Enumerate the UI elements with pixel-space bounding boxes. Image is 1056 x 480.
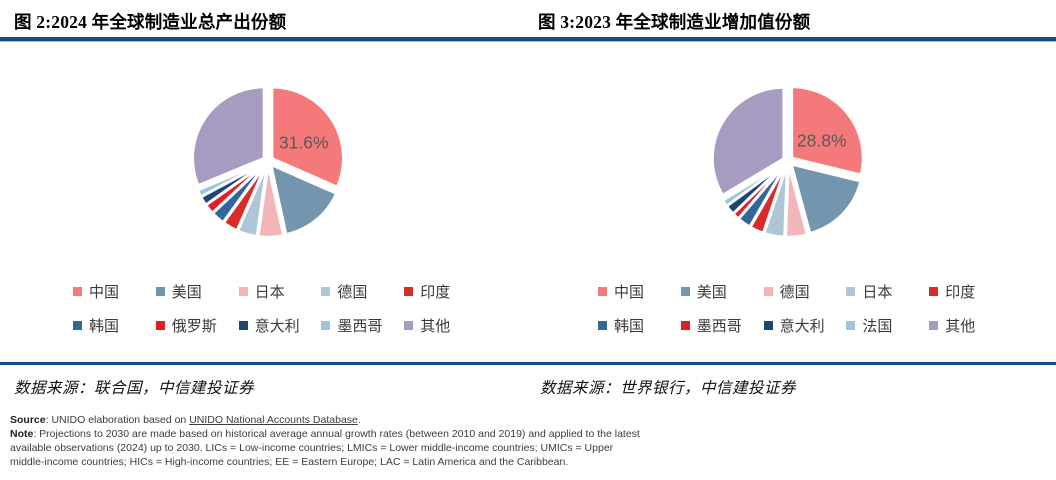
legend-swatch-icon (155, 320, 165, 330)
chart-title-left: 图 2:2024 年全球制造业总产出份额 (14, 12, 287, 32)
pie-slice-其他 (711, 86, 785, 197)
legend-item-印度: 印度 (914, 274, 997, 308)
legend-swatch-icon (763, 286, 773, 296)
legend-item-中国: 中国 (58, 274, 141, 308)
legend-swatch-icon (929, 286, 939, 296)
legend-label: 印度 (945, 284, 976, 301)
data-source-left: 数据来源：联合国，中信建投证券 (14, 380, 255, 397)
legend-right: 中国 美国 德国 日本 印度韩国 墨西哥 意大利 法国 其他 (583, 274, 997, 342)
legend-label: 德国 (779, 284, 810, 301)
legend-swatch-icon (846, 286, 856, 296)
legend-swatch-icon (846, 320, 856, 330)
pie-slice-中国 (270, 86, 345, 189)
legend-item-其他: 其他 (389, 308, 472, 342)
footnote-source-link: UNIDO National Accounts Database (189, 414, 358, 426)
legend-label: 德国 (337, 284, 368, 301)
legend-item-印度: 印度 (389, 274, 472, 308)
legend-label: 美国 (171, 284, 202, 301)
footnote-note-label: Note (10, 427, 34, 440)
legend-swatch-icon (680, 320, 690, 330)
pie-slice-美国 (269, 163, 338, 236)
legend-label: 意大利 (254, 318, 300, 335)
legend-item-中国: 中国 (583, 274, 666, 308)
pie-slice-墨西哥 (196, 161, 265, 198)
legend-swatch-icon (598, 286, 607, 296)
data-source-right: 数据来源：世界银行，中信建投证券 (540, 380, 797, 397)
legend-item-法国: 法国 (831, 308, 914, 342)
legend-swatch-icon (680, 286, 690, 296)
pie-chart-2024-output-share: 31.6% (191, 86, 345, 239)
pie-data-label: 28.8% (797, 131, 847, 151)
legend-left: 中国 美国 日本 德国 印度韩国 俄罗斯 意大利 墨西哥 其他 (58, 274, 472, 342)
legend-label: 中国 (89, 284, 120, 301)
legend-swatch-icon (321, 286, 331, 296)
legend-label: 俄罗斯 (171, 318, 217, 335)
legend-item-日本: 日本 (224, 274, 307, 308)
pie-slice-德国 (236, 164, 268, 238)
legend-label: 其他 (945, 318, 976, 335)
legend-swatch-icon (404, 320, 414, 330)
pie-slice-德国 (784, 164, 809, 239)
legend-item-意大利: 意大利 (749, 308, 832, 342)
legend-item-墨西哥: 墨西哥 (306, 308, 389, 342)
pie-data-label: 31.6% (279, 133, 329, 153)
chart-title-right: 图 3:2023 年全球制造业增加值份额 (538, 12, 811, 32)
legend-swatch-icon (763, 320, 773, 330)
legend-item-美国: 美国 (141, 274, 224, 308)
pie-chart-2023-value-added-share: 28.8% (711, 85, 865, 239)
footnote-source-suffix: . (357, 414, 361, 426)
footnote: Source: UNIDO elaboration based on UNIDO… (10, 414, 642, 470)
legend-item-德国: 德国 (749, 274, 832, 308)
legend-label: 墨西哥 (696, 318, 742, 335)
legend-swatch-icon (73, 320, 82, 330)
legend-item-德国: 德国 (306, 274, 389, 308)
legend-label: 其他 (420, 318, 451, 335)
legend-swatch-icon (73, 286, 82, 296)
legend-item-墨西哥: 墨西哥 (666, 308, 749, 342)
legend-label: 法国 (862, 318, 893, 335)
footnote-source-label: Source (10, 414, 46, 426)
legend-item-韩国: 韩国 (58, 308, 141, 342)
legend-label: 美国 (696, 284, 727, 301)
legend-swatch-icon (404, 286, 414, 296)
legend-item-韩国: 韩国 (583, 308, 666, 342)
pie-slice-日本 (257, 164, 285, 239)
legend-label: 墨西哥 (337, 318, 383, 335)
legend-swatch-icon (598, 320, 607, 330)
legend-item-美国: 美国 (666, 274, 749, 308)
pie-slice-美国 (790, 163, 862, 235)
pie-slice-法国 (721, 162, 786, 208)
footnote-note-text: : Projections to 2030 are made based on … (10, 427, 640, 468)
legend-item-意大利: 意大利 (224, 308, 307, 342)
legend-swatch-icon (929, 320, 939, 330)
legend-swatch-icon (155, 286, 165, 296)
legend-swatch-icon (238, 286, 248, 296)
legend-swatch-icon (321, 320, 331, 330)
legend-swatch-icon (238, 320, 248, 330)
footnote-source-text: : UNIDO elaboration based on (45, 414, 190, 426)
legend-item-其他: 其他 (914, 308, 997, 342)
source-divider-rule (0, 362, 1056, 365)
legend-label: 印度 (420, 284, 451, 301)
title-divider-rule (0, 37, 1056, 42)
pie-slice-日本 (763, 164, 789, 239)
legend-label: 日本 (862, 284, 893, 301)
legend-label: 中国 (614, 284, 645, 301)
legend-label: 韩国 (614, 318, 645, 335)
legend-label: 韩国 (89, 318, 120, 335)
pie-slice-其他 (191, 86, 266, 187)
legend-item-日本: 日本 (831, 274, 914, 308)
legend-item-俄罗斯: 俄罗斯 (141, 308, 224, 342)
legend-label: 日本 (254, 284, 285, 301)
legend-label: 意大利 (779, 318, 825, 335)
pie-slice-中国 (790, 85, 865, 176)
